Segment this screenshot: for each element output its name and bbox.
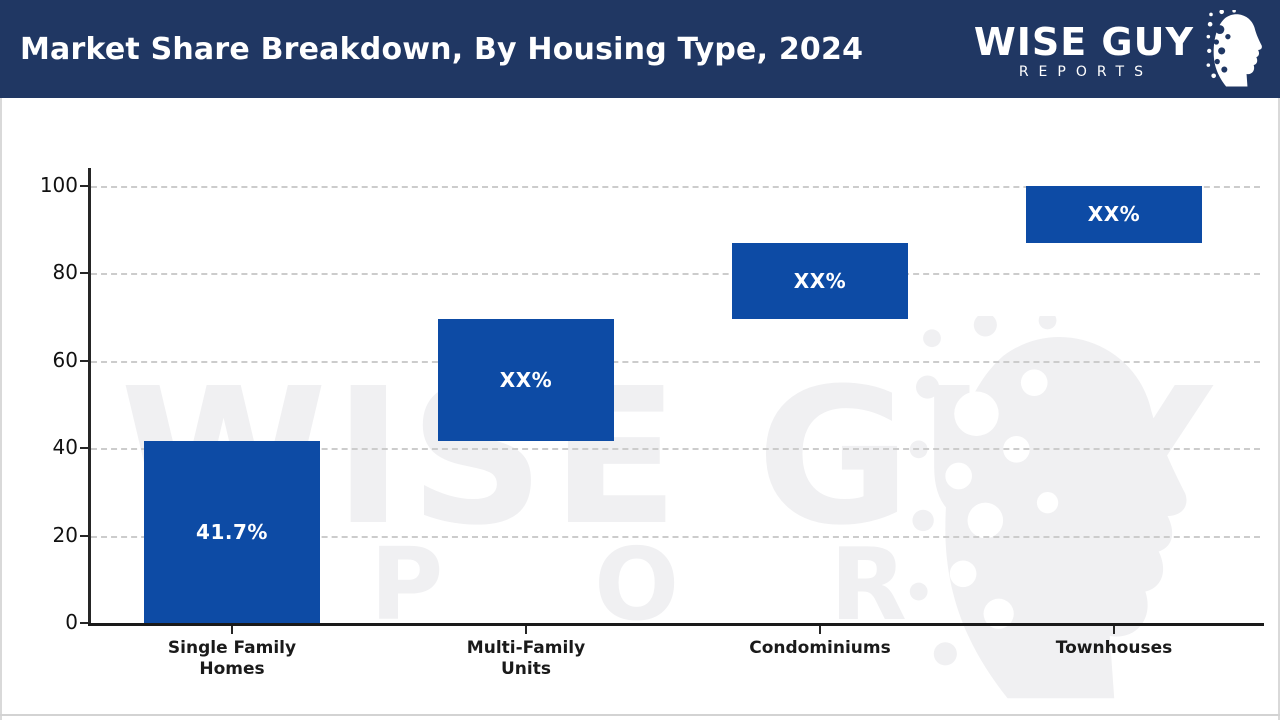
y-tick-mark xyxy=(80,272,88,275)
x-tick-label: Townhouses xyxy=(1055,638,1173,658)
x-tick-label: Multi-Family Units xyxy=(466,638,586,679)
y-tick-label: 0 xyxy=(65,610,78,634)
chart-canvas: WISE GUY P O R T S 02040608010041.7%XX%X… xyxy=(0,98,1280,720)
logo-wordmark: WISE GUY xyxy=(973,20,1194,64)
gridline xyxy=(91,360,1260,363)
bar-value-label: XX% xyxy=(793,269,847,294)
x-tick-mark xyxy=(525,626,527,634)
brand-logo: WISE GUY REPORTS xyxy=(974,6,1266,94)
y-tick-label: 80 xyxy=(52,260,78,285)
plot-area: 0 20 40 60 80 100 41.7% XX% XX% XX% Single Family … xyxy=(2,98,1280,720)
gridline xyxy=(91,535,1260,538)
header-bar: Market Share Breakdown, By Housing Type,… xyxy=(0,0,1280,98)
bar-value-label: XX% xyxy=(1087,202,1141,227)
x-tick-label: Single Family Homes xyxy=(167,638,297,679)
bar: XX% xyxy=(1026,185,1202,244)
x-tick-mark xyxy=(1113,626,1115,634)
y-tick-mark xyxy=(80,534,88,537)
gridline xyxy=(91,185,1260,188)
x-axis-line xyxy=(88,623,1264,626)
bar: XX% xyxy=(438,319,614,441)
y-tick-mark xyxy=(80,184,88,187)
y-tick-mark xyxy=(80,447,88,450)
bar: XX% xyxy=(732,243,908,320)
x-tick-mark xyxy=(231,626,233,634)
gridline xyxy=(91,273,1260,276)
x-tick-label: Condominiums xyxy=(749,638,891,658)
y-tick-label: 100 xyxy=(39,172,78,197)
bottom-border xyxy=(0,714,1280,716)
y-axis-line xyxy=(88,168,91,626)
page-title: Market Share Breakdown, By Housing Type,… xyxy=(20,31,864,67)
y-tick-label: 40 xyxy=(52,435,78,460)
bar-value-label: 41.7% xyxy=(196,519,268,544)
face-profile-icon xyxy=(1206,10,1262,87)
y-tick-label: 60 xyxy=(52,347,78,372)
bar: 41.7% xyxy=(144,440,320,623)
y-tick-mark xyxy=(80,622,88,624)
logo-subtitle: REPORTS xyxy=(1018,64,1153,80)
y-tick-label: 20 xyxy=(52,522,78,547)
gridline xyxy=(91,448,1260,451)
bar-value-label: XX% xyxy=(499,367,553,392)
y-tick-mark xyxy=(80,359,88,362)
x-tick-mark xyxy=(819,626,821,634)
